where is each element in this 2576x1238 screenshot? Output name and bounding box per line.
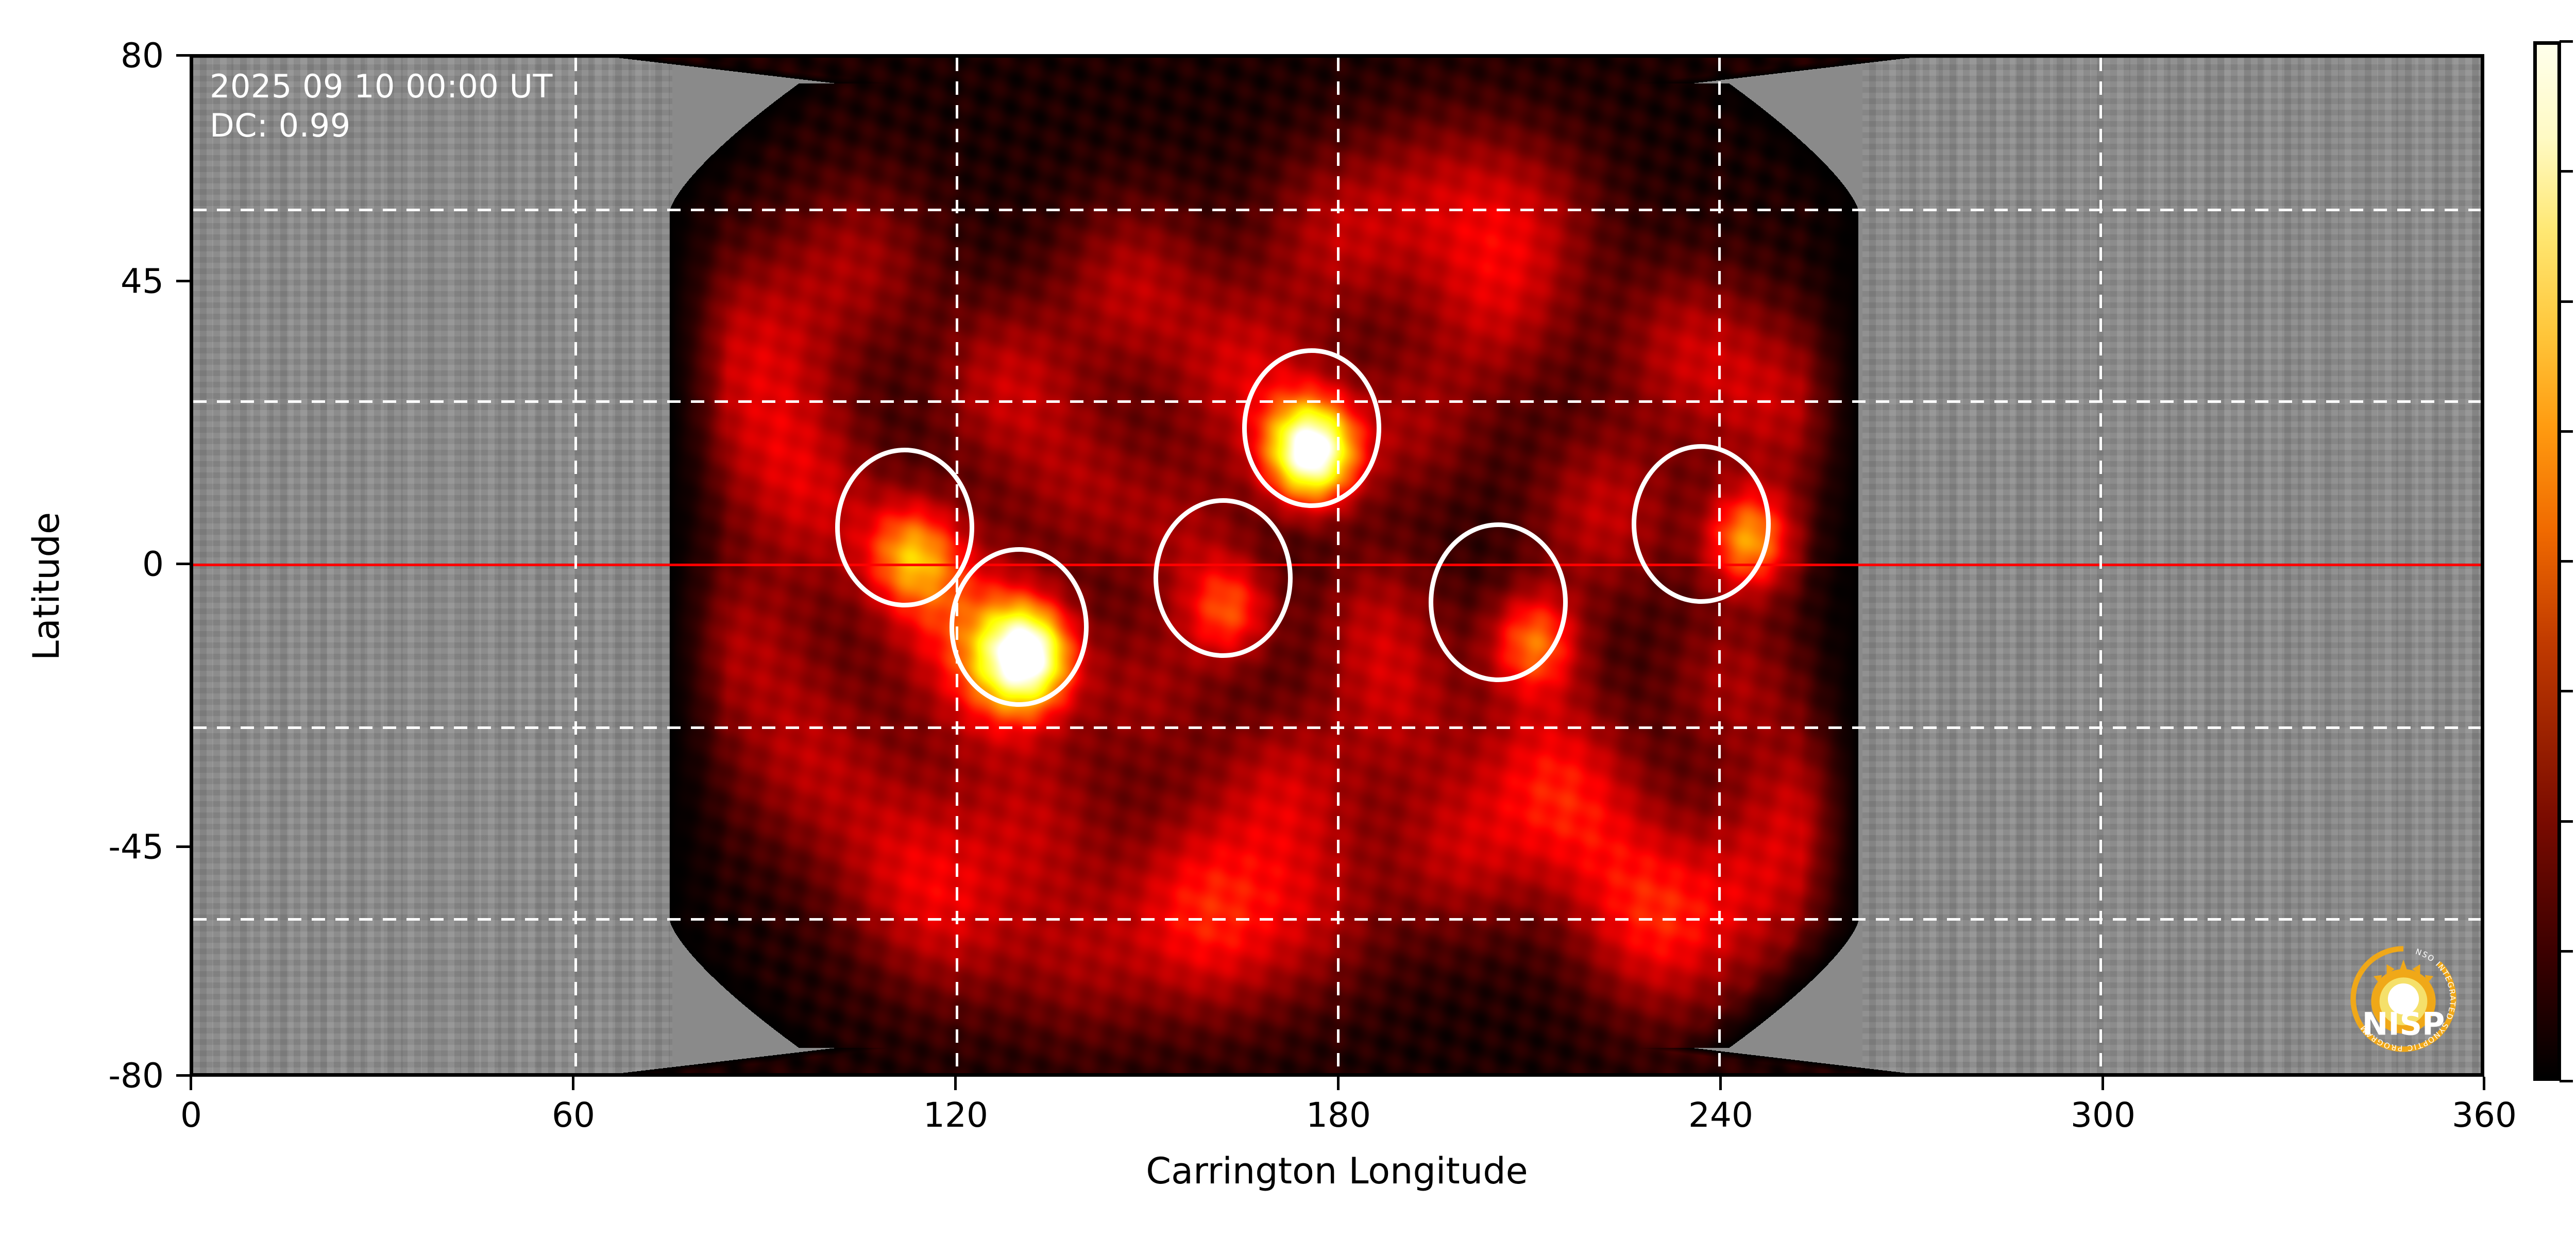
ytick-mark	[176, 54, 190, 57]
xtick-mark	[2102, 1077, 2104, 1090]
xtick-mark	[572, 1077, 574, 1090]
xtick-mark	[954, 1077, 957, 1090]
timestamp-annotation: 2025 09 10 00:00 UT DC: 0.99	[210, 67, 553, 145]
xtick-label-300: 300	[2071, 1095, 2136, 1135]
ytick-mark	[176, 280, 190, 282]
colorbar-tick	[2560, 300, 2573, 303]
ytick-mark	[176, 563, 190, 565]
xtick-label-180: 180	[1306, 1095, 1371, 1135]
xtick-label-360: 360	[2452, 1095, 2517, 1135]
ytick-label--80: -80	[108, 1056, 164, 1096]
xtick-label-60: 60	[552, 1095, 595, 1135]
nisp-logo: NISP NSO INTEGRATED SYNOPTIC PROGRAM	[2350, 946, 2456, 1053]
active-region-marker[interactable]	[950, 547, 1089, 707]
colorbar-tick	[2560, 560, 2573, 563]
xtick-mark	[1719, 1077, 1722, 1090]
colorbar-tick	[2560, 690, 2573, 693]
ytick-label-0: 0	[142, 544, 164, 584]
active-region-marker[interactable]	[1242, 348, 1381, 508]
xtick-label-120: 120	[923, 1095, 988, 1135]
xtick-mark	[190, 1077, 192, 1090]
gridline-lon-60	[574, 58, 577, 1073]
plot-clip: 2025 09 10 00:00 UT DC: 0.99 NISP NSO INT…	[193, 58, 2481, 1073]
y-axis-label: Latitude	[25, 512, 67, 661]
colorbar-farside[interactable]	[2533, 41, 2561, 1081]
colorbar-tick	[2560, 430, 2573, 433]
xtick-mark	[2483, 1077, 2485, 1090]
ytick-mark	[176, 845, 190, 848]
colorbar-tick	[2560, 40, 2573, 43]
xtick-mark	[1337, 1077, 1340, 1090]
annotation-date: 2025 09 10 00:00 UT	[210, 67, 553, 105]
colorbar-tick	[2560, 949, 2573, 953]
colorbar-tick	[2560, 820, 2573, 823]
xtick-label-240: 240	[1688, 1095, 1753, 1135]
gridline-lon-300	[2099, 58, 2102, 1073]
active-region-marker[interactable]	[1632, 444, 1771, 604]
x-axis-label: Carrington Longitude	[1146, 1150, 1528, 1192]
plot-area[interactable]: 2025 09 10 00:00 UT DC: 0.99 NISP NSO INT…	[190, 54, 2484, 1077]
active-region-marker[interactable]	[1154, 498, 1293, 658]
colorbar-tick	[2560, 1080, 2573, 1082]
annotation-duty-cycle: DC: 0.99	[210, 106, 351, 144]
active-region-marker[interactable]	[835, 448, 974, 607]
ytick-label-80: 80	[121, 36, 164, 76]
ytick-label-45: 45	[121, 261, 164, 301]
nisp-acronym: NISP	[2362, 1007, 2445, 1043]
ytick-label--45: -45	[108, 827, 164, 867]
ytick-mark	[176, 1074, 190, 1077]
xtick-label-0: 0	[180, 1095, 202, 1135]
gridline-lon-180	[1337, 58, 1340, 1073]
active-region-marker[interactable]	[1429, 522, 1568, 682]
colorbar-tick	[2560, 170, 2573, 173]
